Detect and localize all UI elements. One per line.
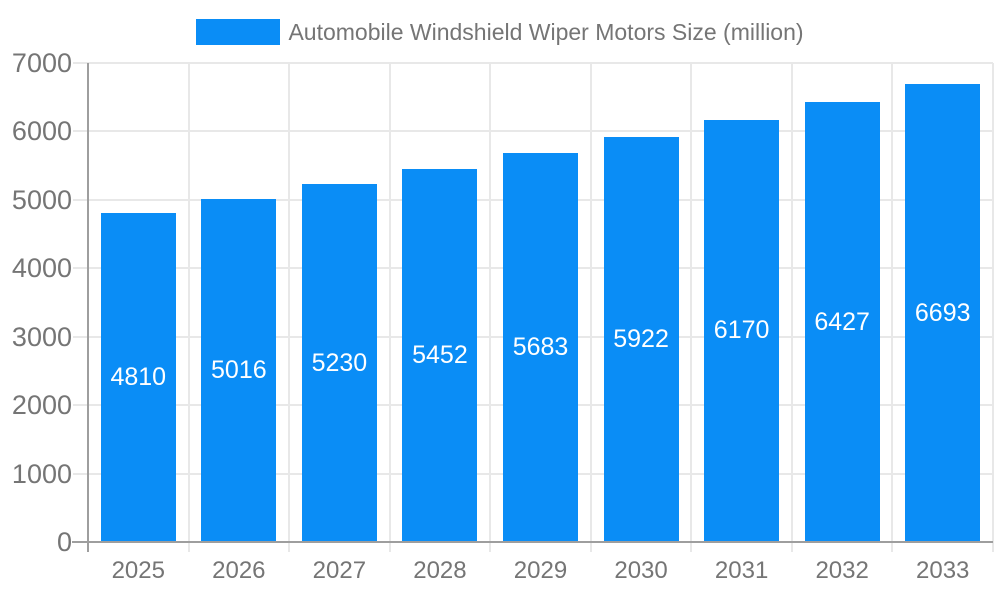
y-axis-tick-label: 3000 <box>11 321 72 352</box>
bar[interactable]: 5922 <box>603 136 679 542</box>
bar-value-label: 6427 <box>814 307 870 336</box>
bar[interactable]: 6170 <box>704 119 780 542</box>
legend-label: Automobile Windshield Wiper Motors Size … <box>288 19 804 45</box>
bar-value-label: 5452 <box>412 340 468 369</box>
x-axis-tick-label: 2030 <box>614 557 668 584</box>
bar-value-label: 4810 <box>110 362 167 391</box>
gridline-vertical <box>388 63 391 552</box>
gridline-vertical <box>891 63 894 552</box>
x-axis-line <box>72 541 993 543</box>
x-axis-tick-label: 2029 <box>513 557 568 584</box>
legend[interactable]: Automobile Windshield Wiper Motors Size … <box>0 19 1000 45</box>
legend-marker-swatch <box>196 19 281 45</box>
bar-value-label: 6693 <box>914 298 971 327</box>
x-axis-tick-label: 2031 <box>714 557 769 584</box>
bar[interactable]: 4810 <box>100 212 176 542</box>
bar[interactable]: 5016 <box>201 198 277 542</box>
bar[interactable]: 6693 <box>905 84 981 542</box>
bar[interactable]: 6427 <box>804 102 880 542</box>
y-axis-tick-label: 6000 <box>11 116 72 147</box>
gridline-vertical <box>489 63 492 552</box>
gridline-vertical <box>589 63 592 552</box>
x-axis-tick-label: 2027 <box>312 557 367 584</box>
x-axis-tick-label: 2026 <box>212 557 266 584</box>
plot-area: 4810 5016 5230 5452 5683 5922 6170 6427 6693 <box>72 62 994 552</box>
gridline-vertical <box>187 63 190 552</box>
gridline-vertical <box>690 63 693 552</box>
gridline-vertical <box>790 63 793 552</box>
y-axis-tick-label: 2000 <box>11 390 72 421</box>
y-axis-tick-label: 5000 <box>11 184 72 215</box>
x-axis-tick-label: 2025 <box>111 557 165 584</box>
x-axis-tick-label: 2028 <box>413 557 467 584</box>
bar[interactable]: 5683 <box>503 153 578 542</box>
gridline-vertical <box>992 63 994 552</box>
gridline-horizontal <box>73 62 993 64</box>
bar-value-label: 5016 <box>211 355 267 384</box>
x-axis-tick-label: 2033 <box>916 557 970 584</box>
gridline-vertical <box>288 63 291 552</box>
gridline-horizontal <box>73 130 993 133</box>
bar-value-label: 5230 <box>311 348 368 377</box>
bar-value-label: 5683 <box>512 333 569 362</box>
bar-value-label: 6170 <box>713 316 770 345</box>
bar[interactable]: 5230 <box>301 184 377 542</box>
x-axis-tick-label: 2032 <box>815 557 869 584</box>
y-axis-tick-label: 0 <box>56 527 72 557</box>
y-axis-tick-label: 1000 <box>11 458 72 489</box>
bar-value-label: 5922 <box>613 324 669 353</box>
y-axis-tick-label: 4000 <box>11 253 72 284</box>
bar[interactable]: 5452 <box>402 168 478 542</box>
y-axis-line <box>87 63 89 552</box>
y-axis-tick-label: 7000 <box>11 48 72 78</box>
